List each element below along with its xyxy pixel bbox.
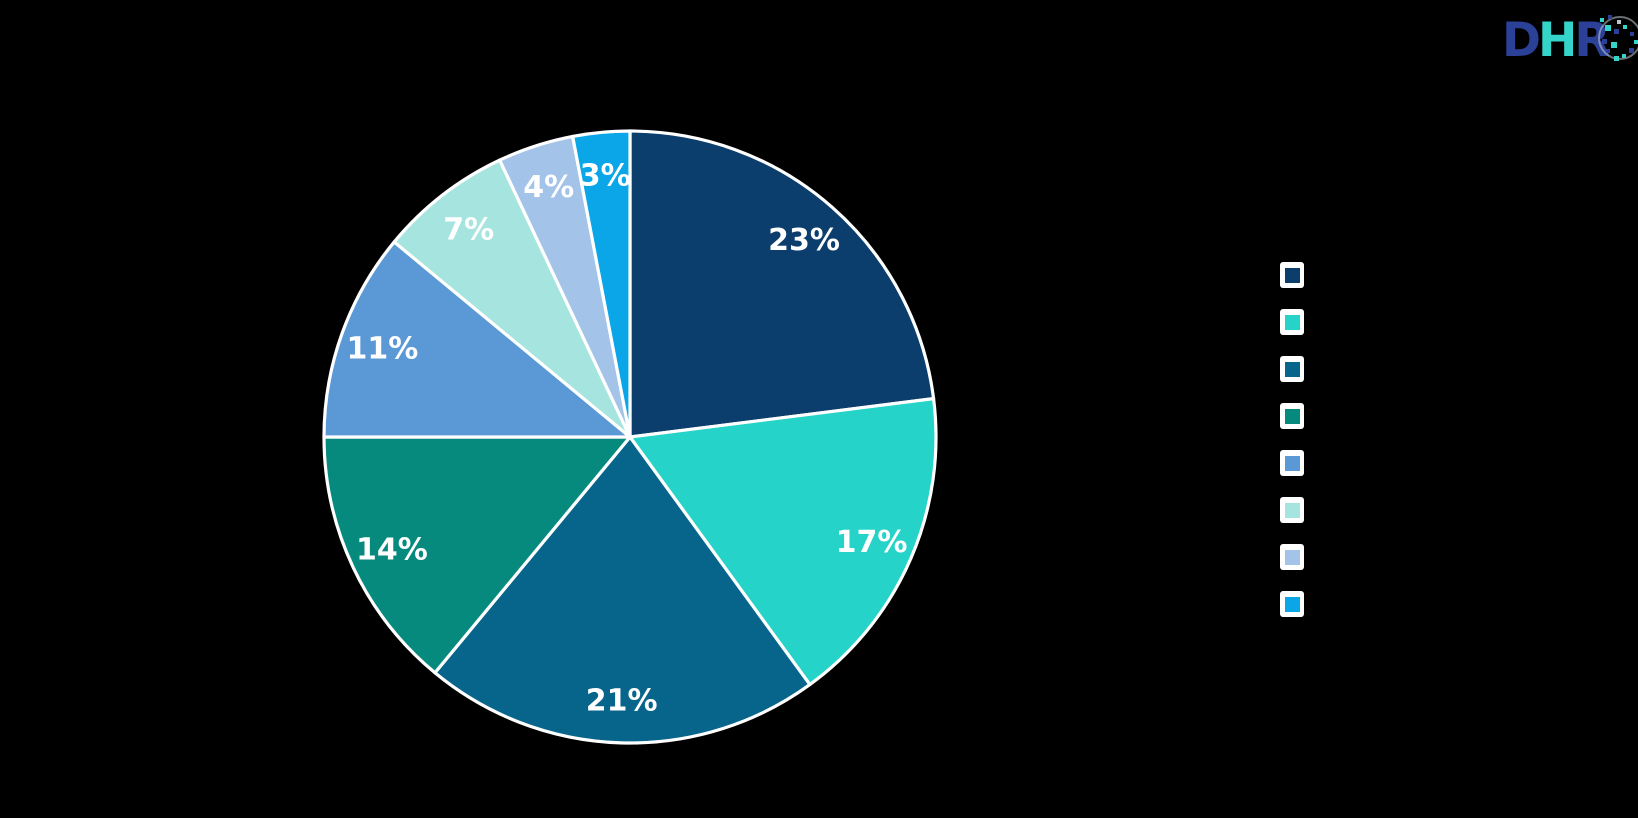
pie-slice-label-3pct: 3% (580, 159, 631, 194)
logo-letter-h: H (1538, 13, 1577, 68)
legend-swatch-11pct[interactable] (1280, 450, 1304, 476)
legend-color-icon (1284, 267, 1300, 283)
pie-slice-label-23pct: 23% (768, 223, 840, 258)
logo-letter-d: D (1502, 13, 1541, 68)
pie-slice-label-7pct: 7% (443, 213, 494, 248)
legend-color-icon (1284, 596, 1300, 612)
legend-swatch-4pct[interactable] (1280, 544, 1304, 570)
pie-slice-17pct[interactable] (628, 397, 938, 687)
legend-color-icon (1284, 314, 1300, 330)
pie-slices (322, 129, 938, 745)
legend-color-icon (1284, 455, 1300, 471)
pie-slice-3pct[interactable] (571, 129, 632, 439)
legend-swatch-3pct[interactable] (1280, 591, 1304, 617)
legend-color-icon (1284, 549, 1300, 565)
pie-slice-label-14pct: 14% (356, 533, 428, 568)
legend-swatch-23pct[interactable] (1280, 262, 1304, 288)
pie-slice-label-21pct: 21% (586, 684, 658, 719)
pie-slice-label-4pct: 4% (523, 170, 574, 205)
pie-slice-7pct[interactable] (392, 158, 632, 439)
dhr-logo: DHR (1502, 12, 1638, 78)
legend-color-icon (1284, 408, 1300, 424)
legend (1280, 262, 1304, 617)
pie-slice-label-11pct: 11% (346, 331, 418, 366)
pie-slice-23pct[interactable] (628, 129, 936, 439)
legend-swatch-21pct[interactable] (1280, 356, 1304, 382)
pie-slice-21pct[interactable] (433, 435, 812, 745)
pie-slice-11pct[interactable] (322, 240, 632, 439)
pie-slice-label-17pct: 17% (836, 525, 908, 560)
legend-color-icon (1284, 361, 1300, 377)
pie-slice-14pct[interactable] (322, 435, 632, 675)
legend-swatch-17pct[interactable] (1280, 309, 1304, 335)
legend-swatch-7pct[interactable] (1280, 497, 1304, 523)
pie-data-labels: 23% 17% 21% 14% 11% 7% 4% 3% (346, 159, 907, 719)
legend-color-icon (1284, 502, 1300, 518)
legend-swatch-14pct[interactable] (1280, 403, 1304, 429)
